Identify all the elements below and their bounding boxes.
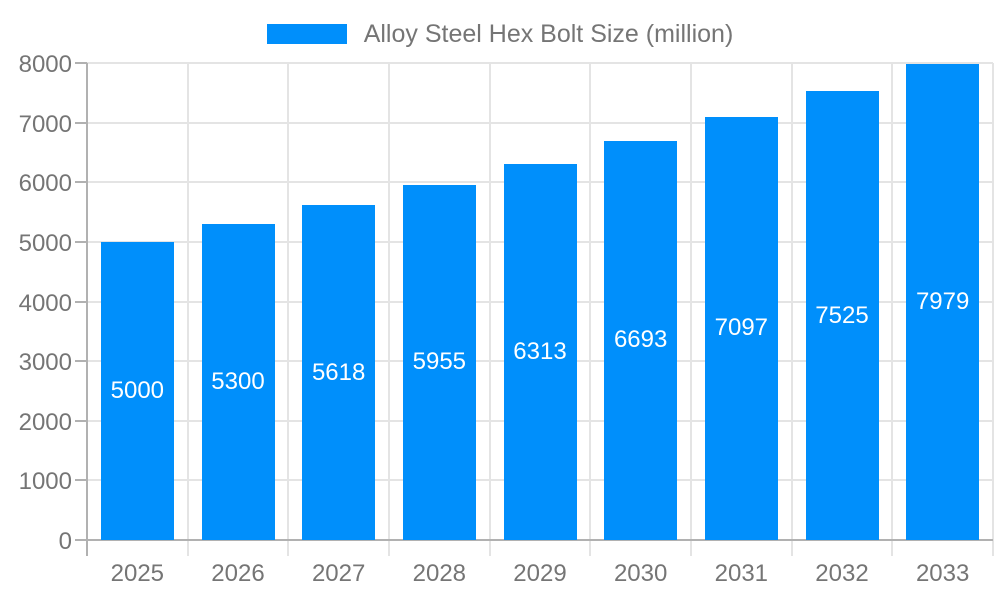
bar-2033[interactable] [906,64,980,540]
y-axis-label: 6000 [18,170,72,198]
y-axis-label: 0 [58,528,72,555]
bar-value-label: 5618 [311,358,366,386]
bar-2025[interactable] [100,241,174,540]
y-axis-tick [75,121,87,124]
y-axis-label: 7000 [18,110,72,138]
y-axis-tick [75,539,87,541]
bar-value-label: 5000 [110,376,165,404]
x-gridline [690,63,692,556]
bar-2028[interactable] [402,184,476,540]
y-axis-tick [75,300,87,303]
x-axis-label: 2033 [915,560,970,587]
x-axis-label: 2026 [211,560,265,587]
y-gridline [87,121,993,124]
y-axis-label: 8000 [18,51,72,78]
x-axis-line [87,539,993,541]
y-axis-label: 4000 [18,289,72,317]
y-axis-line [86,63,88,556]
y-axis-tick [75,181,87,184]
y-axis-label: 1000 [18,468,72,496]
bar-value-label: 6313 [513,337,567,365]
bar-value-label: 5955 [412,348,467,376]
x-axis-label: 2028 [412,560,467,587]
x-gridline [891,63,894,556]
y-axis-label: 5000 [18,229,72,257]
x-gridline [186,63,189,556]
y-axis-label: 3000 [18,349,72,377]
x-axis-label: 2025 [110,560,165,587]
bar-2027[interactable] [302,205,376,540]
legend-swatch-icon [266,24,347,44]
x-axis-label: 2029 [513,560,567,587]
x-axis-label: 2030 [613,560,668,587]
y-axis-tick [75,419,87,422]
x-gridline [790,63,793,556]
y-axis-tick [75,479,87,482]
x-gridline [589,63,592,556]
x-gridline [488,63,491,556]
y-axis-label: 2000 [18,408,72,436]
y-gridline [87,62,993,64]
y-axis-tick [75,360,87,363]
x-gridline [287,63,290,556]
bar-value-label: 6693 [613,326,668,354]
x-axis-label: 2027 [311,560,366,587]
bar-2029[interactable] [503,163,577,540]
bar-2030[interactable] [604,140,678,540]
bar-2031[interactable] [704,116,778,540]
x-gridline [388,63,390,556]
bar-value-label: 5300 [211,367,265,395]
x-gridline [992,63,994,556]
x-axis-label: 2032 [815,560,869,587]
bar-value-label: 7097 [714,314,769,342]
x-axis-label: 2031 [714,560,769,587]
legend-label: Alloy Steel Hex Bolt Size (million) [363,19,734,48]
legend[interactable]: Alloy Steel Hex Bolt Size (million) [0,16,1000,52]
y-axis-tick [75,240,87,243]
bar-value-label: 7979 [915,288,970,316]
bar-value-label: 7525 [815,301,869,329]
y-axis-tick [75,62,87,64]
bar-2026[interactable] [201,223,275,540]
bar-2032[interactable] [805,91,879,540]
